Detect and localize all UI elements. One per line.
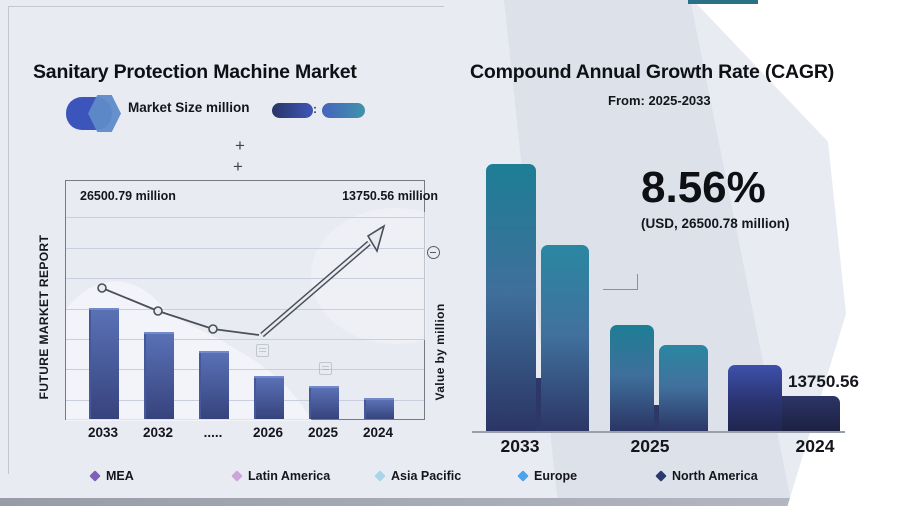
legend-label: Asia Pacific: [391, 469, 462, 483]
callout-line: [603, 274, 638, 290]
gridline: [66, 248, 424, 249]
right-subtitle: From: 2025-2033: [608, 93, 711, 108]
value-annotation: 13750.56: [788, 372, 859, 391]
zoom-in-icon-2[interactable]: +: [233, 157, 243, 176]
diamond-icon: [517, 470, 529, 482]
legend-item-north-america: North America: [655, 469, 758, 483]
ratio-colon: :: [313, 102, 317, 116]
x-label-2032: 2032: [142, 425, 174, 440]
bar-.....: [199, 351, 229, 419]
cagr-bar-2033-1: [486, 164, 536, 431]
x-label-2024: 2024: [362, 425, 394, 440]
cagr-note: (USD, 26500.78 million): [641, 216, 790, 231]
cagr-bar-2024-2: [782, 396, 840, 431]
legend-label: Latin America: [248, 469, 331, 483]
gridline: [66, 369, 424, 370]
frame-top-line: [8, 6, 444, 7]
trend-line-and-arrow: [97, 224, 386, 338]
top-teal-accent: [688, 0, 758, 4]
cagr-x-label-2024: 2024: [795, 436, 835, 456]
cagr-bar-2025-1: [610, 325, 654, 431]
side-watermark-label: FUTURE MARKET REPORT: [37, 234, 51, 400]
ratio-pill-left-icon: [272, 103, 313, 118]
frame-left-line: [8, 6, 9, 474]
watermark-grid-icon: [256, 344, 269, 357]
growth-arrowhead-icon: [366, 224, 386, 254]
legend-label: MEA: [106, 469, 134, 483]
legend-label: Europe: [534, 469, 578, 483]
market-size-chart: 26500.79 million 13750.56 million: [65, 180, 438, 421]
zoom-in-icon[interactable]: +: [235, 136, 245, 155]
end-value-label: 13750.56 million: [342, 189, 438, 203]
legend-label: North America: [672, 469, 758, 483]
cagr-x-axis-labels: 2033 2025 2024: [472, 436, 872, 458]
x-label-2026: 2026: [252, 425, 284, 440]
diamond-icon: [89, 470, 101, 482]
bar-gap-fill: [654, 405, 659, 431]
y-axis-label: Value by million: [433, 303, 447, 401]
cagr-x-label-2033: 2033: [500, 436, 540, 456]
market-size-label: Market Size million: [128, 100, 250, 115]
left-title: Sanitary Protection Machine Market: [33, 61, 357, 83]
gridline: [66, 339, 424, 340]
diamond-icon: [231, 470, 243, 482]
legend-item-asia-pacific: Asia Pacific: [374, 469, 462, 483]
bar-gap-fill: [536, 378, 541, 431]
ratio-pill-right-icon: [322, 103, 365, 118]
x-label-.....: .....: [203, 425, 223, 440]
watermark-grid-icon-2: [319, 362, 332, 375]
cagr-x-label-2025: 2025: [630, 436, 670, 456]
diamond-icon: [374, 470, 386, 482]
bar-2024: [364, 398, 394, 419]
legend-item-europe: Europe: [517, 469, 578, 483]
cagr-bar-2033-2: [541, 245, 589, 431]
bar-2032: [144, 332, 174, 419]
diamond-icon: [655, 470, 667, 482]
bar-2026: [254, 376, 284, 419]
cagr-value: 8.56%: [641, 163, 766, 212]
gridline: [66, 309, 424, 310]
x-axis-labels: 2033 2032..... 2026 2025 2024: [65, 425, 425, 445]
start-value-label: 26500.79 million: [80, 189, 176, 203]
zoom-out-icon[interactable]: [427, 246, 440, 259]
cagr-chart: 13750.56: [472, 150, 859, 433]
gridline: [66, 278, 424, 279]
gridline: [66, 217, 424, 218]
legend-item-mea: MEA: [89, 469, 134, 483]
x-axis-line: [472, 431, 845, 433]
x-label-2025: 2025: [307, 425, 339, 440]
bar-2025: [309, 386, 339, 419]
gridline: [66, 400, 424, 401]
bar-2033: [89, 308, 119, 419]
bottom-border-strip: [0, 498, 900, 506]
cagr-bar-2025-2: [659, 345, 708, 431]
legend-item-latin-america: Latin America: [231, 469, 331, 483]
right-title: Compound Annual Growth Rate (CAGR): [470, 61, 835, 83]
x-label-2033: 2033: [87, 425, 119, 440]
cagr-bar-2024-1: [728, 365, 782, 431]
